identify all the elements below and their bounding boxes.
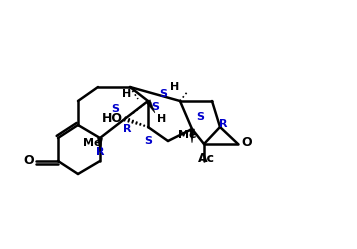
Polygon shape	[190, 129, 195, 143]
Text: S: S	[111, 104, 119, 114]
Text: O: O	[23, 154, 34, 168]
Text: R: R	[123, 124, 131, 134]
Text: R: R	[219, 119, 227, 129]
Text: HO: HO	[102, 112, 123, 124]
Polygon shape	[97, 138, 102, 152]
Text: H: H	[157, 114, 167, 124]
Text: Me: Me	[83, 138, 101, 148]
Text: Ac: Ac	[197, 151, 215, 165]
Polygon shape	[146, 100, 155, 113]
Text: S: S	[159, 89, 167, 99]
Text: S: S	[151, 102, 159, 112]
Text: H: H	[122, 89, 132, 99]
Text: R: R	[96, 147, 104, 157]
Text: Me: Me	[178, 130, 196, 140]
Text: O: O	[241, 136, 252, 149]
Text: S: S	[196, 112, 204, 122]
Text: S: S	[144, 136, 152, 146]
Text: H: H	[170, 82, 180, 92]
